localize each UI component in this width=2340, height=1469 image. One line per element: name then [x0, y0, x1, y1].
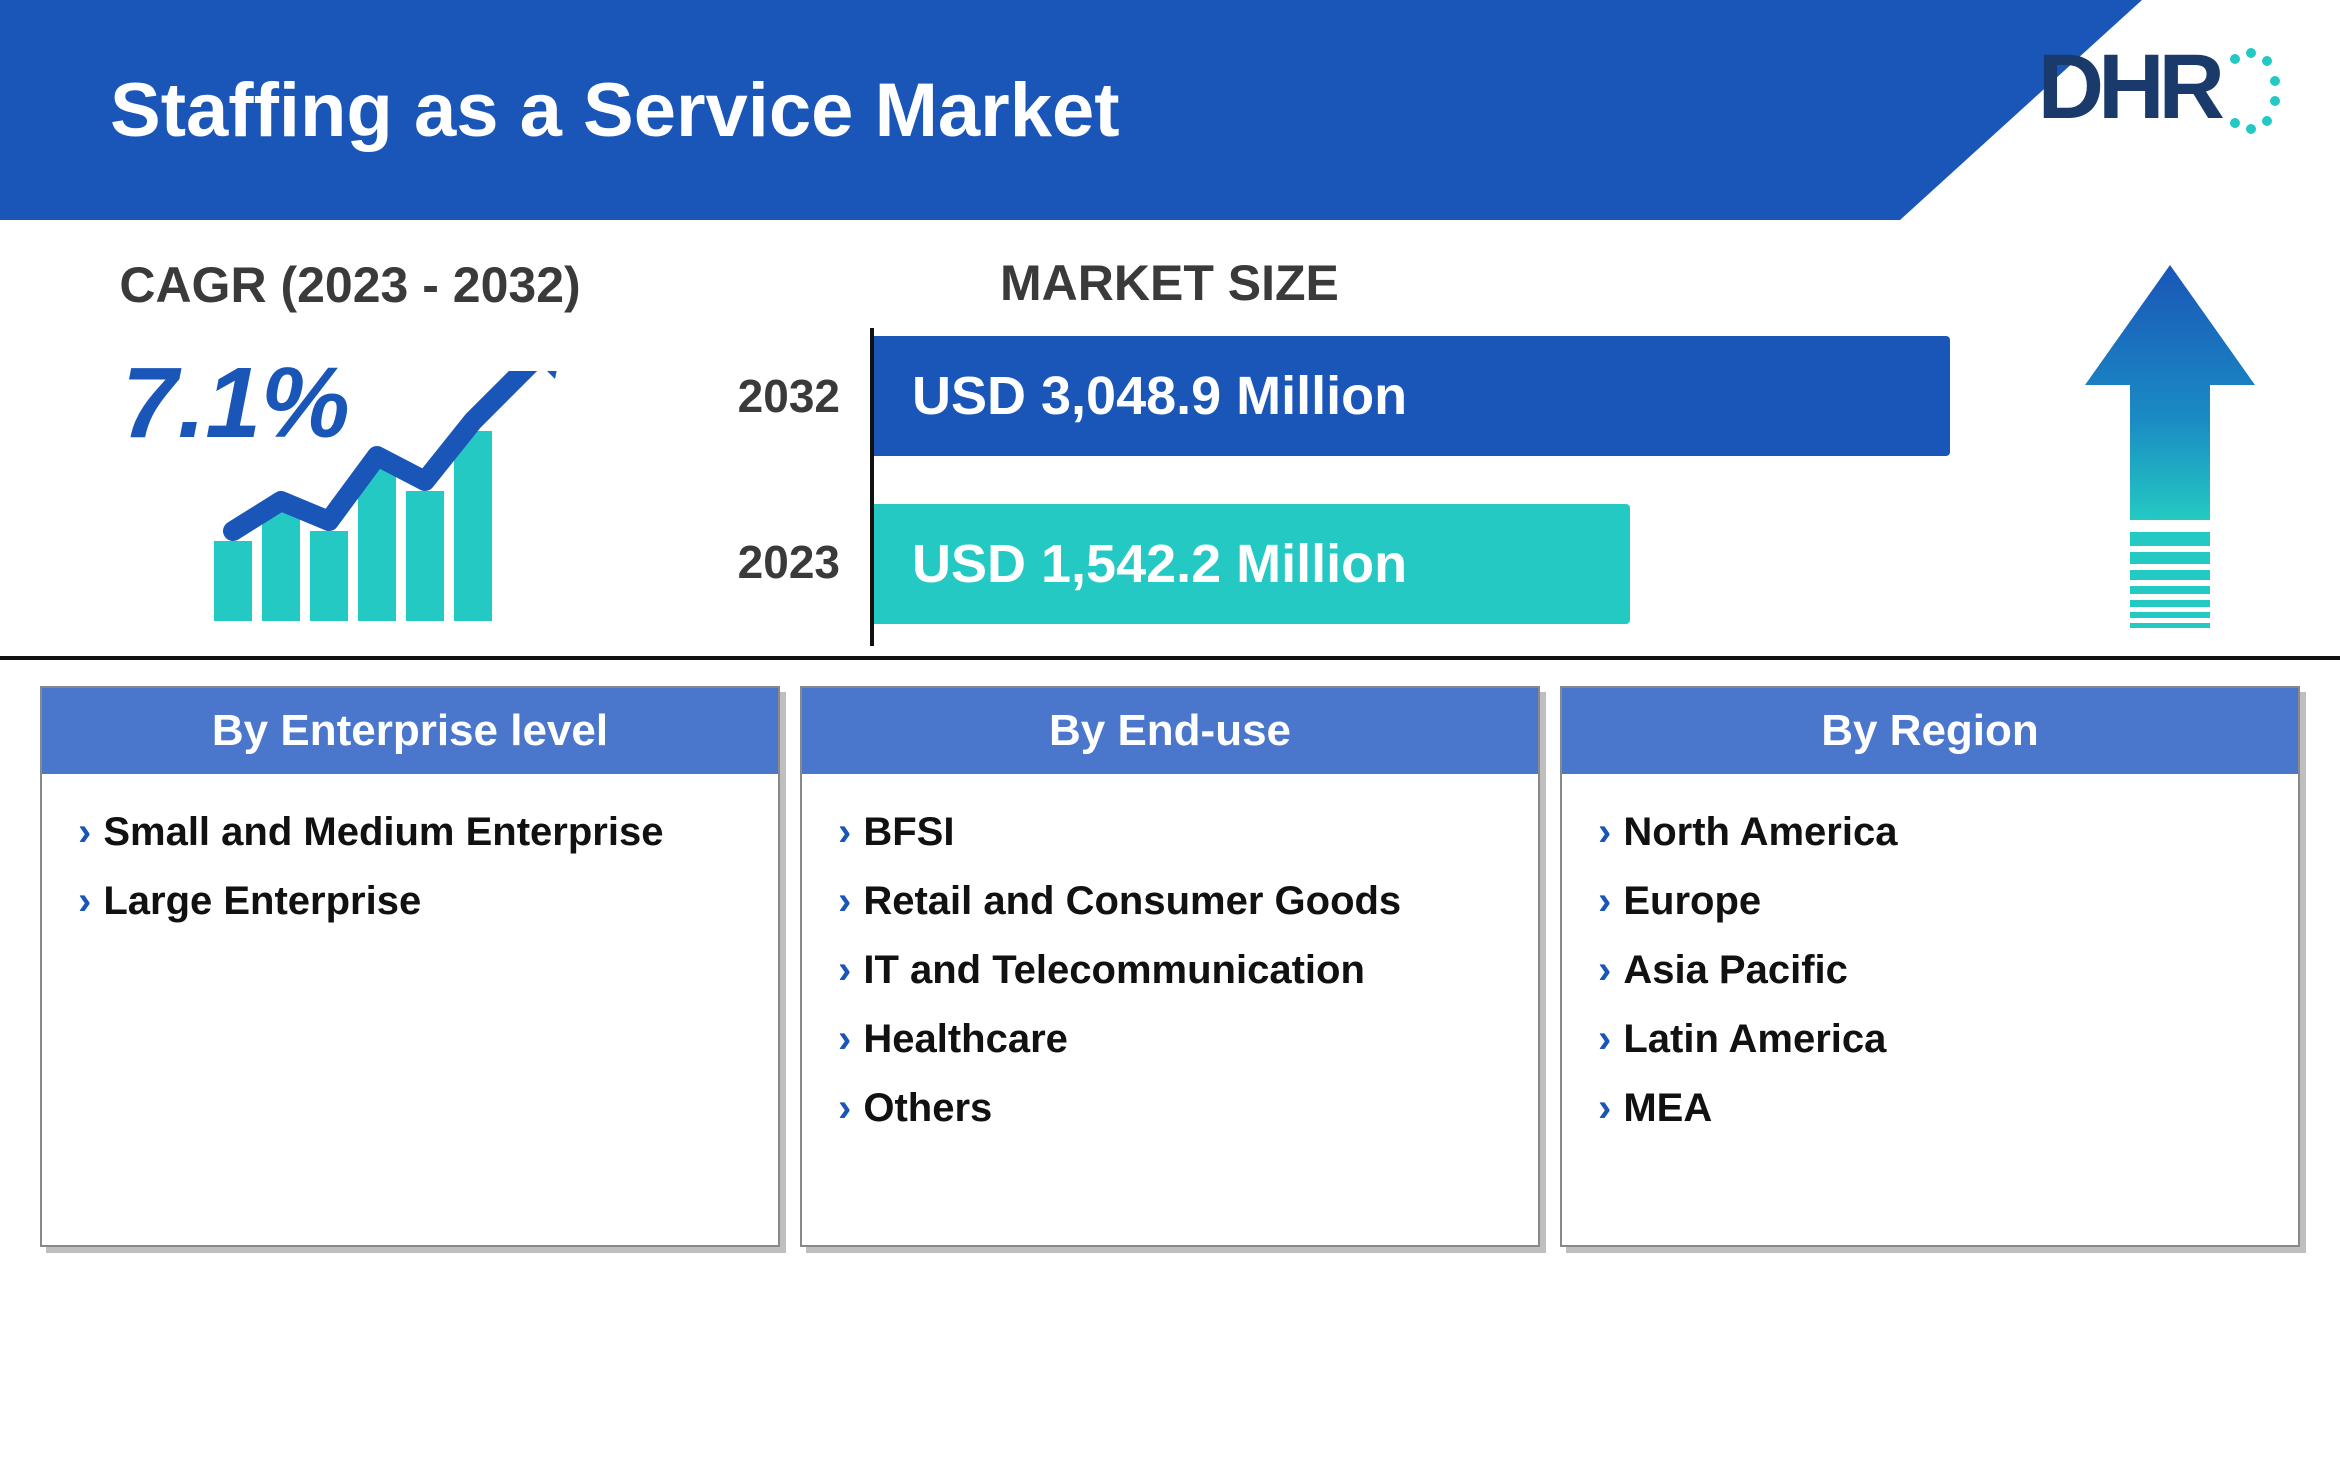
list-item: › Retail and Consumer Goods: [838, 879, 1502, 924]
chevron-right-icon: ›: [838, 1086, 851, 1131]
list-item-label: Europe: [1623, 879, 1761, 924]
market-bar-1: USD 1,542.2 Million: [870, 504, 1630, 624]
chevron-right-icon: ›: [1598, 1086, 1611, 1131]
page-title: Staffing as a Service Market: [110, 67, 1120, 154]
chevron-right-icon: ›: [1598, 879, 1611, 924]
segment-body-0: › Small and Medium Enterprise › Large Enter…: [42, 774, 778, 1038]
list-item: › Asia Pacific: [1598, 948, 2262, 993]
chevron-right-icon: ›: [1598, 1017, 1611, 1062]
chevron-right-icon: ›: [838, 810, 851, 855]
market-bar-row-1: 2023 USD 1,542.2 Million: [680, 500, 2280, 624]
market-size-block: MARKET SIZE 2032 USD 3,048.9 Million 202…: [640, 250, 2280, 646]
header-banner: Staffing as a Service Market DHR: [0, 0, 2340, 220]
chevron-right-icon: ›: [838, 948, 851, 993]
list-item-label: Asia Pacific: [1623, 948, 1848, 993]
list-item-label: IT and Telecommunication: [863, 948, 1365, 993]
segments-row: By Enterprise level › Small and Medium En…: [0, 660, 2340, 1247]
axis-divider: [870, 328, 874, 646]
metrics-row: CAGR (2023 - 2032) 7.1% MARKET SIZE 2032…: [0, 220, 2340, 660]
growth-arrow-icon: [2080, 260, 2260, 665]
segment-enterprise-level: By Enterprise level › Small and Medium En…: [40, 686, 780, 1247]
list-item: › Healthcare: [838, 1017, 1502, 1062]
cagr-label: CAGR (2023 - 2032): [60, 256, 640, 314]
segment-header-2: By Region: [1562, 688, 2298, 774]
market-bar-0: USD 3,048.9 Million: [870, 336, 1950, 456]
segment-body-1: › BFSI › Retail and Consumer Goods › IT and T…: [802, 774, 1538, 1245]
segment-region: By Region › North America › Europe › Asia Pac…: [1560, 686, 2300, 1247]
list-item: › Others: [838, 1086, 1502, 1131]
chevron-right-icon: ›: [1598, 810, 1611, 855]
chevron-right-icon: ›: [838, 1017, 851, 1062]
chevron-right-icon: ›: [78, 879, 91, 924]
list-item: › Latin America: [1598, 1017, 2262, 1062]
list-item: › Europe: [1598, 879, 2262, 924]
cagr-mini-chart: [190, 371, 570, 636]
list-item-label: Others: [863, 1086, 992, 1131]
list-item-label: MEA: [1623, 1086, 1712, 1131]
segment-end-use: By End-use › BFSI › Retail and Consumer Goo…: [800, 686, 1540, 1247]
logo: DHR: [2038, 35, 2275, 140]
bar-label-1: USD 1,542.2 Million: [912, 533, 1407, 595]
bar-year-1: 2023: [680, 535, 870, 589]
list-item: › MEA: [1598, 1086, 2262, 1131]
logo-text: DHR: [2038, 35, 2219, 140]
list-item: › Small and Medium Enterprise: [78, 810, 742, 855]
chevron-right-icon: ›: [78, 810, 91, 855]
list-item-label: Retail and Consumer Goods: [863, 879, 1401, 924]
list-item-label: Latin America: [1623, 1017, 1886, 1062]
list-item-label: Small and Medium Enterprise: [103, 810, 663, 855]
bar-label-0: USD 3,048.9 Million: [912, 365, 1407, 427]
segment-body-2: › North America › Europe › Asia Pacific › Latin…: [1562, 774, 2298, 1245]
list-item-label: Large Enterprise: [103, 879, 421, 924]
list-item: › Large Enterprise: [78, 879, 742, 924]
bar-year-0: 2032: [680, 369, 870, 423]
market-bar-row-0: 2032 USD 3,048.9 Million: [680, 336, 2280, 456]
list-item: › BFSI: [838, 810, 1502, 855]
list-item-label: Healthcare: [863, 1017, 1068, 1062]
chevron-right-icon: ›: [1598, 948, 1611, 993]
logo-accent-icon: [2225, 43, 2275, 133]
list-item-label: North America: [1623, 810, 1897, 855]
segment-header-1: By End-use: [802, 688, 1538, 774]
cagr-block: CAGR (2023 - 2032) 7.1%: [60, 250, 640, 646]
chevron-right-icon: ›: [838, 879, 851, 924]
segment-header-0: By Enterprise level: [42, 688, 778, 774]
list-item-label: BFSI: [863, 810, 954, 855]
list-item: › North America: [1598, 810, 2262, 855]
list-item: › IT and Telecommunication: [838, 948, 1502, 993]
